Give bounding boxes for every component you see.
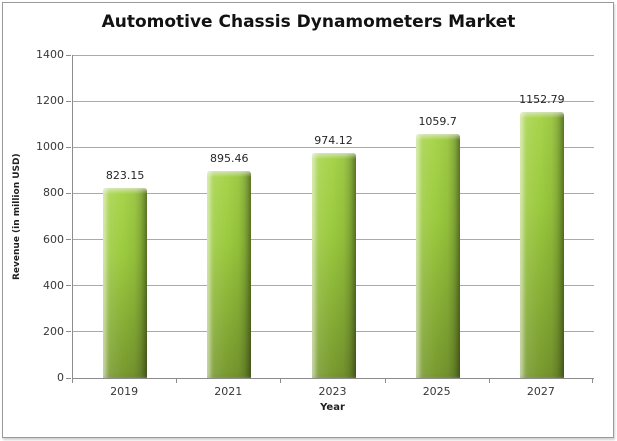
y-tick-label: 800 — [43, 186, 64, 200]
bar-2027 — [519, 112, 564, 378]
bar-2023 — [311, 153, 356, 378]
bar-value-label: 974.12 — [314, 134, 353, 148]
bar-value-label: 895.46 — [210, 152, 249, 166]
x-tick-label: 2023 — [318, 385, 347, 398]
y-axis-tick — [66, 285, 71, 287]
bar-value-label: 1152.79 — [519, 93, 565, 107]
x-axis-tick — [488, 379, 490, 383]
bar-2021 — [207, 171, 252, 378]
x-tick-label: 2021 — [214, 385, 243, 398]
y-tick-label: 600 — [43, 232, 64, 246]
x-axis-tick — [592, 379, 593, 383]
chart-title: Automotive Chassis Dynamometers Market — [101, 12, 516, 32]
gridline — [73, 54, 594, 56]
y-axis-tick — [66, 331, 71, 333]
x-axis-tick — [72, 379, 73, 383]
x-axis-tick — [280, 379, 282, 383]
plot-area: 823.15 895.46 974.12 1059.7 1152.79 — [72, 54, 594, 379]
y-axis-tick — [66, 54, 71, 56]
x-axis-tick — [384, 379, 386, 383]
bar-2025 — [415, 133, 460, 378]
y-tick-label: 0 — [57, 371, 64, 384]
bar-2019 — [103, 188, 148, 378]
x-axis-tick — [176, 379, 178, 383]
y-axis-tick — [66, 146, 71, 148]
bar-value-label: 1059.7 — [418, 114, 457, 128]
x-axis-title: Year — [320, 402, 345, 413]
y-axis-tick — [66, 192, 71, 194]
y-tick-label: 200 — [43, 324, 64, 338]
y-axis-tick — [66, 100, 71, 102]
gridline — [73, 146, 594, 148]
y-tick-label: 400 — [43, 278, 64, 292]
y-axis-tick — [66, 239, 71, 241]
y-tick-label: 1000 — [36, 140, 64, 154]
y-axis-tick — [66, 377, 71, 379]
y-tick-label: 1200 — [36, 94, 64, 108]
x-tick-label: 2027 — [526, 385, 555, 398]
x-tick-label: 2025 — [422, 385, 451, 398]
bar-value-label: 823.15 — [105, 169, 145, 183]
gridline — [73, 100, 594, 102]
x-tick-label: 2019 — [110, 385, 139, 398]
y-tick-label: 1400 — [36, 48, 64, 61]
